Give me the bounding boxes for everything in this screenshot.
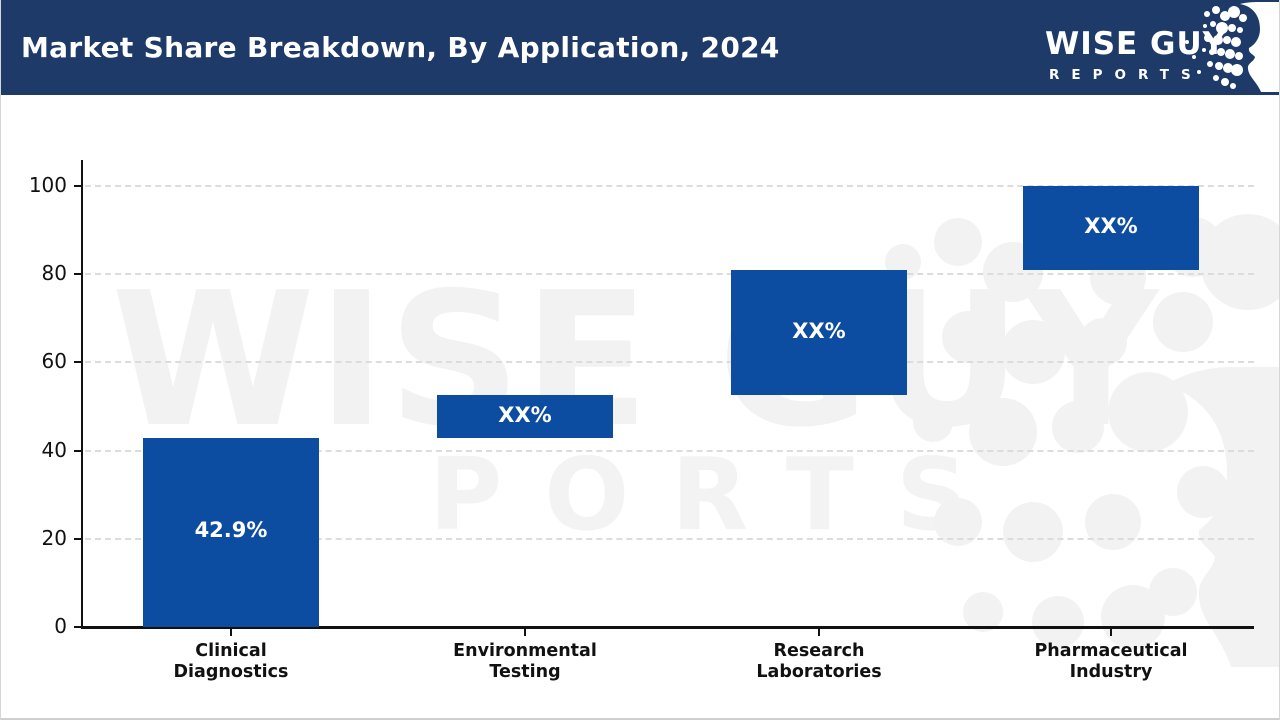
x-category-label-3: Pharmaceutical Industry (1001, 641, 1221, 683)
bar-value-label-1: XX% (498, 402, 552, 427)
y-tick-80 (74, 273, 82, 276)
logo-wordmark: WISE GUY (1045, 26, 1226, 62)
x-category-label-line: Pharmaceutical (1034, 641, 1188, 661)
y-tick-label-0: 0 (54, 614, 67, 638)
x-category-label-line: Research (773, 641, 865, 661)
gridline-20 (85, 537, 1254, 540)
y-tick-60 (74, 361, 82, 364)
x-axis-spine (81, 626, 1254, 629)
logo-face-profile-icon (1240, 2, 1279, 92)
bar-research (731, 269, 907, 396)
gridline-60 (85, 361, 1254, 364)
chart-title: Market Share Breakdown, By Application, … (21, 31, 780, 64)
bar-environmental (437, 395, 613, 438)
x-tick-3 (1110, 629, 1112, 636)
x-category-label-line: Clinical (195, 641, 267, 661)
plot-area: 0 20 40 60 80 100 42.9% Clinical Diagnostics XX% E… (1, 95, 1279, 718)
y-tick-label-20: 20 (41, 525, 67, 550)
x-tick-0 (230, 629, 232, 636)
y-tick-40 (74, 449, 82, 452)
x-category-label-line: Industry (1069, 662, 1153, 682)
y-tick-20 (74, 537, 82, 540)
bar-clinical (143, 437, 319, 627)
x-tick-1 (524, 629, 526, 636)
x-category-label-2: Research Laboratories (709, 641, 929, 683)
x-tick-2 (818, 629, 820, 636)
x-category-label-line: Laboratories (756, 662, 882, 682)
y-axis-spine (81, 160, 83, 629)
bar-value-label-3: XX% (1084, 213, 1138, 238)
header-band: Market Share Breakdown, By Application, … (1, 0, 1279, 95)
logo-subtitle: REPORTS (1049, 67, 1203, 83)
x-category-label-line: Testing (489, 662, 561, 682)
y-tick-0 (74, 626, 82, 628)
x-category-label-0: Clinical Diagnostics (121, 641, 341, 683)
x-category-label-line: Diagnostics (173, 662, 289, 682)
y-tick-label-60: 60 (41, 349, 67, 374)
gridline-100 (85, 185, 1254, 187)
y-tick-label-80: 80 (41, 261, 67, 286)
wise-guy-reports-logo: WISE GUY REPORTS (1045, 2, 1279, 92)
logo-dots-icon (1185, 6, 1247, 89)
bar-value-label-0: 42.9% (194, 518, 268, 543)
x-category-label-line: Environmental (453, 641, 597, 661)
y-tick-100 (74, 185, 82, 187)
y-tick-label-40: 40 (41, 437, 67, 462)
x-category-label-1: Environmental Testing (415, 641, 635, 683)
y-tick-label-100: 100 (28, 173, 67, 197)
gridline-80 (85, 273, 1254, 276)
bar-value-label-2: XX% (792, 318, 846, 343)
gridline-40 (85, 449, 1254, 452)
